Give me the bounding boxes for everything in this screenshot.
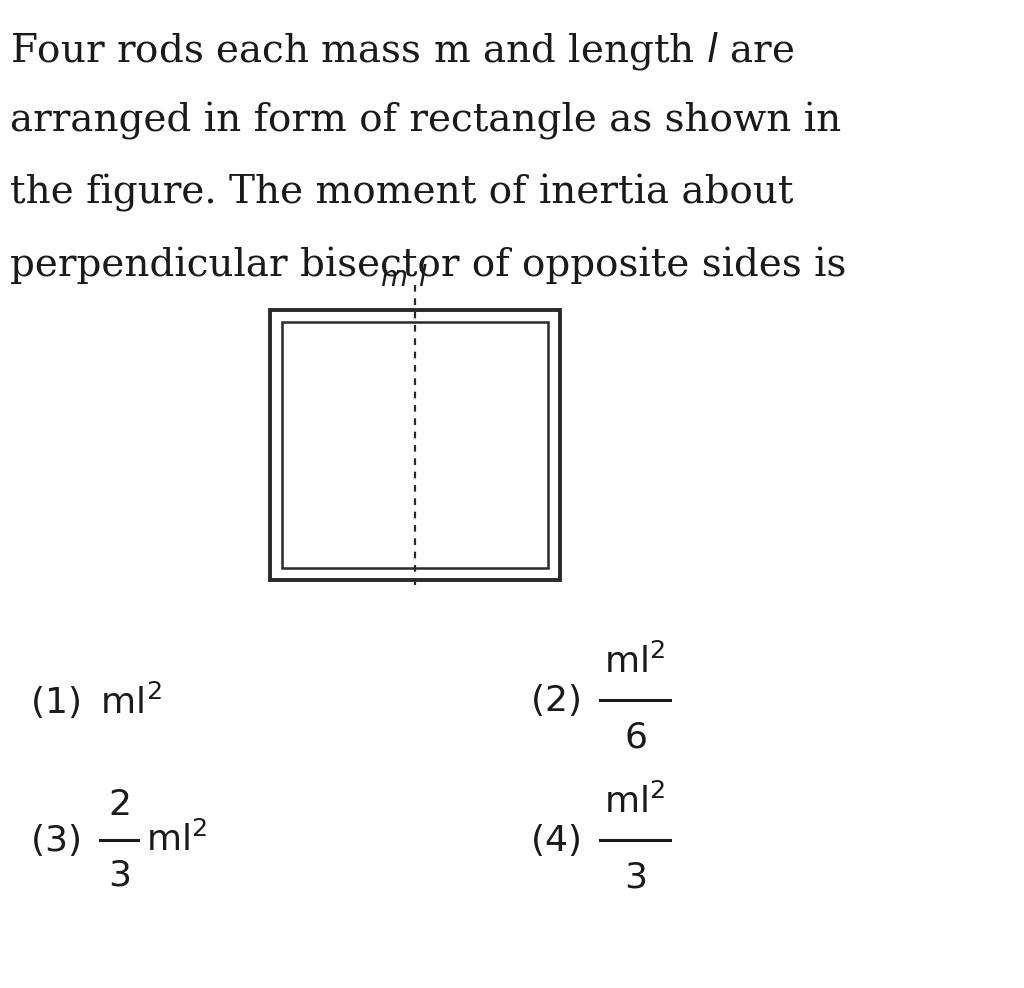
Text: the figure. The moment of inertia about: the figure. The moment of inertia about (10, 174, 794, 212)
Text: $6$: $6$ (624, 720, 646, 754)
Bar (282, 322, 548, 568)
Text: $3$: $3$ (108, 858, 130, 892)
Text: $2$: $2$ (109, 788, 130, 822)
Text: $\mathrm{ml}^2$: $\mathrm{ml}^2$ (604, 783, 666, 820)
Text: $(4)$: $(4)$ (530, 822, 580, 858)
Bar (270, 310, 560, 580)
Text: perpendicular bisector of opposite sides is: perpendicular bisector of opposite sides… (10, 246, 847, 284)
Text: $\mathrm{ml}^2$: $\mathrm{ml}^2$ (146, 822, 207, 859)
Text: $\mathrm{ml}^2$: $\mathrm{ml}^2$ (604, 644, 666, 680)
Text: $(2)$: $(2)$ (530, 682, 580, 718)
Text: arranged in form of rectangle as shown in: arranged in form of rectangle as shown i… (10, 102, 842, 140)
Text: $3$: $3$ (624, 860, 646, 894)
Text: $(1)\;\;\mathrm{ml}^2$: $(1)\;\;\mathrm{ml}^2$ (30, 680, 162, 720)
Text: Four rods each mass m and length $\it{l}$ are: Four rods each mass m and length $\it{l}… (10, 30, 794, 72)
Text: $l$: $l$ (418, 265, 428, 292)
Text: $(3)$: $(3)$ (30, 822, 80, 858)
Text: $m$: $m$ (380, 265, 407, 292)
